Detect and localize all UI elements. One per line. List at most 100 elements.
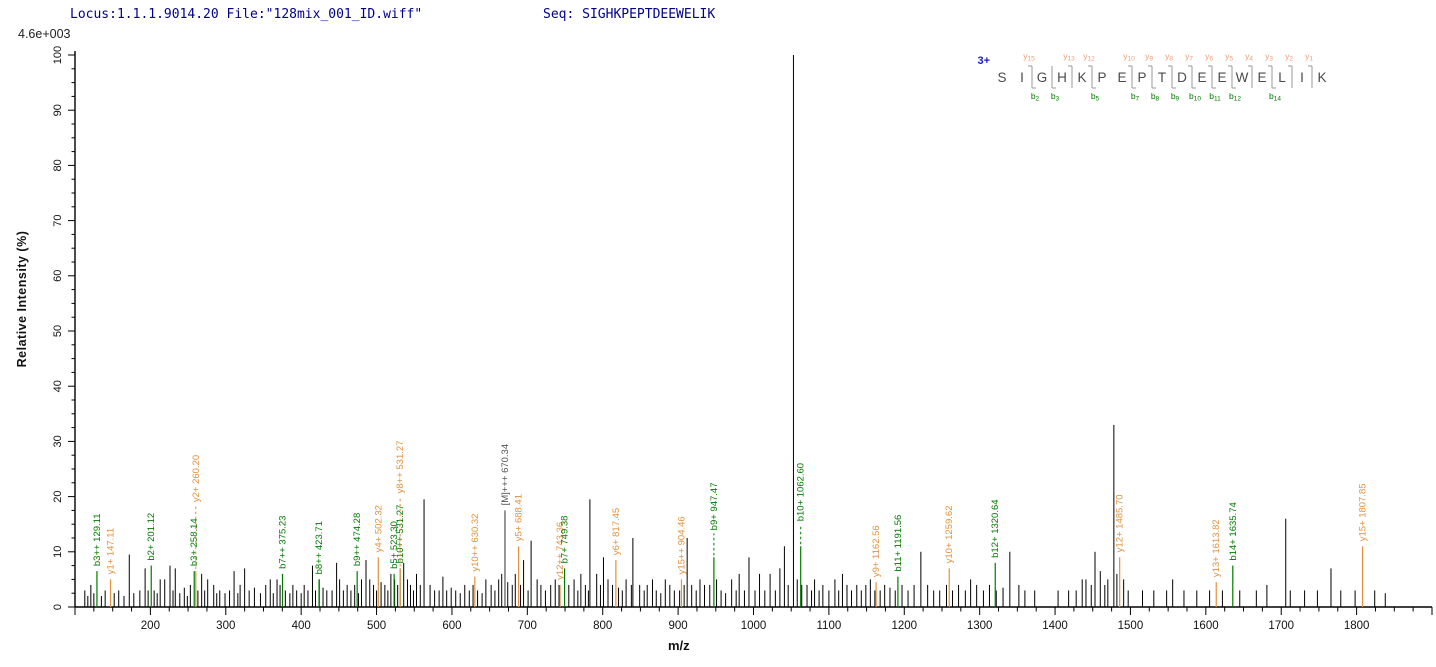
fragment-peak-label: b3++ 129.11 [92, 513, 103, 566]
sequence-residue: L [1278, 70, 1286, 85]
fragment-peak-label: y12++ 743.36 [555, 522, 566, 580]
fragment-peak-label: y4+ 502.32 [373, 505, 384, 552]
ion-tag: y6 [1205, 51, 1213, 63]
svg-text:1800: 1800 [1344, 620, 1370, 632]
svg-text:1700: 1700 [1268, 620, 1294, 632]
fragment-peak-label: b8++ 423.71 [314, 521, 325, 574]
svg-text:1400: 1400 [1042, 620, 1068, 632]
ion-tag: y12 [1083, 51, 1095, 63]
fragment-peak-label: y6+ 817.45 [611, 508, 622, 555]
ion-tag: y4 [1245, 51, 1253, 63]
ion-tag: b2 [1031, 91, 1040, 103]
max-intensity-label: 4.6e+003 [18, 27, 71, 41]
fragment-peak-label: b5+ 523.30 [389, 521, 400, 569]
svg-text:70: 70 [52, 214, 64, 226]
svg-text:40: 40 [52, 380, 64, 392]
ion-tag: y9 [1145, 51, 1153, 63]
svg-text:0: 0 [52, 604, 64, 610]
ion-tag: b10 [1189, 91, 1201, 103]
ion-tag: y10 [1123, 51, 1135, 63]
fragment-peak-label: [M]+++ 670.34 [500, 444, 511, 506]
ion-tag: y3 [1265, 51, 1273, 63]
fragment-peak-label: b14+ 1635.74 [1228, 502, 1239, 560]
fragment-peak-label: y10++ 630.32 [470, 514, 481, 572]
ion-tag: b5 [1091, 91, 1100, 103]
svg-text:400: 400 [292, 620, 311, 632]
sequence-residue: K [1077, 70, 1086, 85]
fragment-peak-label: y15+ 1807.85 [1358, 483, 1369, 541]
sequence-residue: P [1097, 70, 1106, 85]
ion-tag: y1 [1305, 51, 1313, 63]
fragment-peak-label: b9++ 474.28 [352, 513, 363, 566]
ion-tag: y8 [1165, 51, 1173, 63]
ion-tag: b14 [1269, 91, 1281, 103]
labeled-peaks: b3++ 129.11 y1+ 147.11 b2+ 201.12 b3+ 258.1… [92, 441, 1369, 607]
svg-text:20: 20 [52, 490, 64, 502]
sequence-residue: T [1158, 70, 1166, 85]
sequence-residue: D [1177, 70, 1187, 85]
sequence-residue: H [1057, 70, 1067, 85]
ion-tag: b7 [1131, 91, 1140, 103]
sequence-residue: E [1117, 70, 1126, 85]
precursor-charge-label: 3+ [977, 55, 990, 67]
fragment-peak-label: y13+ 1613.82 [1211, 519, 1222, 577]
svg-text:80: 80 [52, 159, 64, 171]
sequence-label: Seq: SIGHKPEPTDEEWELIK [543, 7, 716, 22]
fragment-peak-label: b10+ 1062.60 [796, 463, 807, 521]
svg-text:10: 10 [52, 546, 64, 558]
svg-text:50: 50 [52, 325, 64, 337]
svg-text:1600: 1600 [1193, 620, 1219, 632]
fragment-peak-label: b9+ 947.47 [709, 483, 720, 531]
svg-text:1100: 1100 [817, 620, 842, 632]
fragment-peak-label: y1+ 147.11 [106, 528, 117, 575]
svg-text:300: 300 [216, 620, 235, 632]
sequence-residue: E [1257, 70, 1266, 85]
svg-text:60: 60 [52, 270, 64, 282]
sequence-residue: I [1020, 70, 1024, 85]
ion-tag: y2 [1285, 51, 1293, 63]
svg-text:1300: 1300 [967, 620, 993, 632]
ion-tag: b8 [1151, 91, 1160, 103]
x-axis-title: m/z [668, 638, 690, 653]
svg-text:900: 900 [669, 620, 688, 632]
svg-text:30: 30 [52, 435, 64, 447]
svg-text:90: 90 [52, 104, 64, 116]
ion-tag: y7 [1185, 51, 1193, 63]
sequence-residue: K [1317, 70, 1326, 85]
fragment-peak-label: y8++ 531.27 [395, 441, 406, 494]
fragment-peak-label: y2+ 260.20 [191, 455, 202, 502]
axes: 200 300 400 500 600 700 800 900 1000 1100 1200 1300… [52, 46, 1433, 632]
svg-text:500: 500 [367, 620, 386, 632]
fragment-peak-label: b2+ 201.12 [146, 513, 157, 561]
svg-text:200: 200 [141, 620, 160, 632]
fragment-peak-label: b3+ 258.14 [189, 518, 200, 566]
ion-tag: b11 [1209, 91, 1221, 103]
svg-text:600: 600 [442, 620, 461, 632]
fragment-peak-label: b11+ 1191.56 [893, 515, 904, 572]
ion-tag: y5 [1225, 51, 1233, 63]
fragment-peak-label: b12+ 1320.64 [990, 499, 1001, 557]
svg-text:700: 700 [518, 620, 537, 632]
ion-tag: b9 [1171, 91, 1180, 103]
svg-text:1200: 1200 [891, 620, 917, 632]
background-peaks [84, 55, 1386, 607]
sequence-residue: I [1300, 70, 1304, 85]
fragment-peak-label: y5+ 688.41 [514, 494, 525, 541]
ion-tag: b3 [1051, 91, 1060, 103]
fragment-peak-label: y10+ 1259.62 [944, 506, 955, 564]
fragment-peak-label: y12+ 1485.70 [1115, 494, 1126, 552]
fragment-peak-label: b7++ 375.23 [277, 516, 288, 569]
svg-text:100: 100 [52, 46, 64, 64]
sequence-residue: G [1037, 70, 1048, 85]
sequence-residue: W [1236, 70, 1249, 85]
ion-tag: y13 [1063, 51, 1075, 63]
sequence-residue: E [1217, 70, 1226, 85]
svg-text:800: 800 [593, 620, 612, 632]
sequence-residue: S [997, 70, 1006, 85]
svg-text:1500: 1500 [1118, 620, 1144, 632]
locus-file-label: Locus:1.1.1.9014.20 File:"128mix_001_ID.… [70, 7, 423, 22]
sequence-residue: E [1197, 70, 1206, 85]
svg-text:1000: 1000 [741, 620, 767, 632]
